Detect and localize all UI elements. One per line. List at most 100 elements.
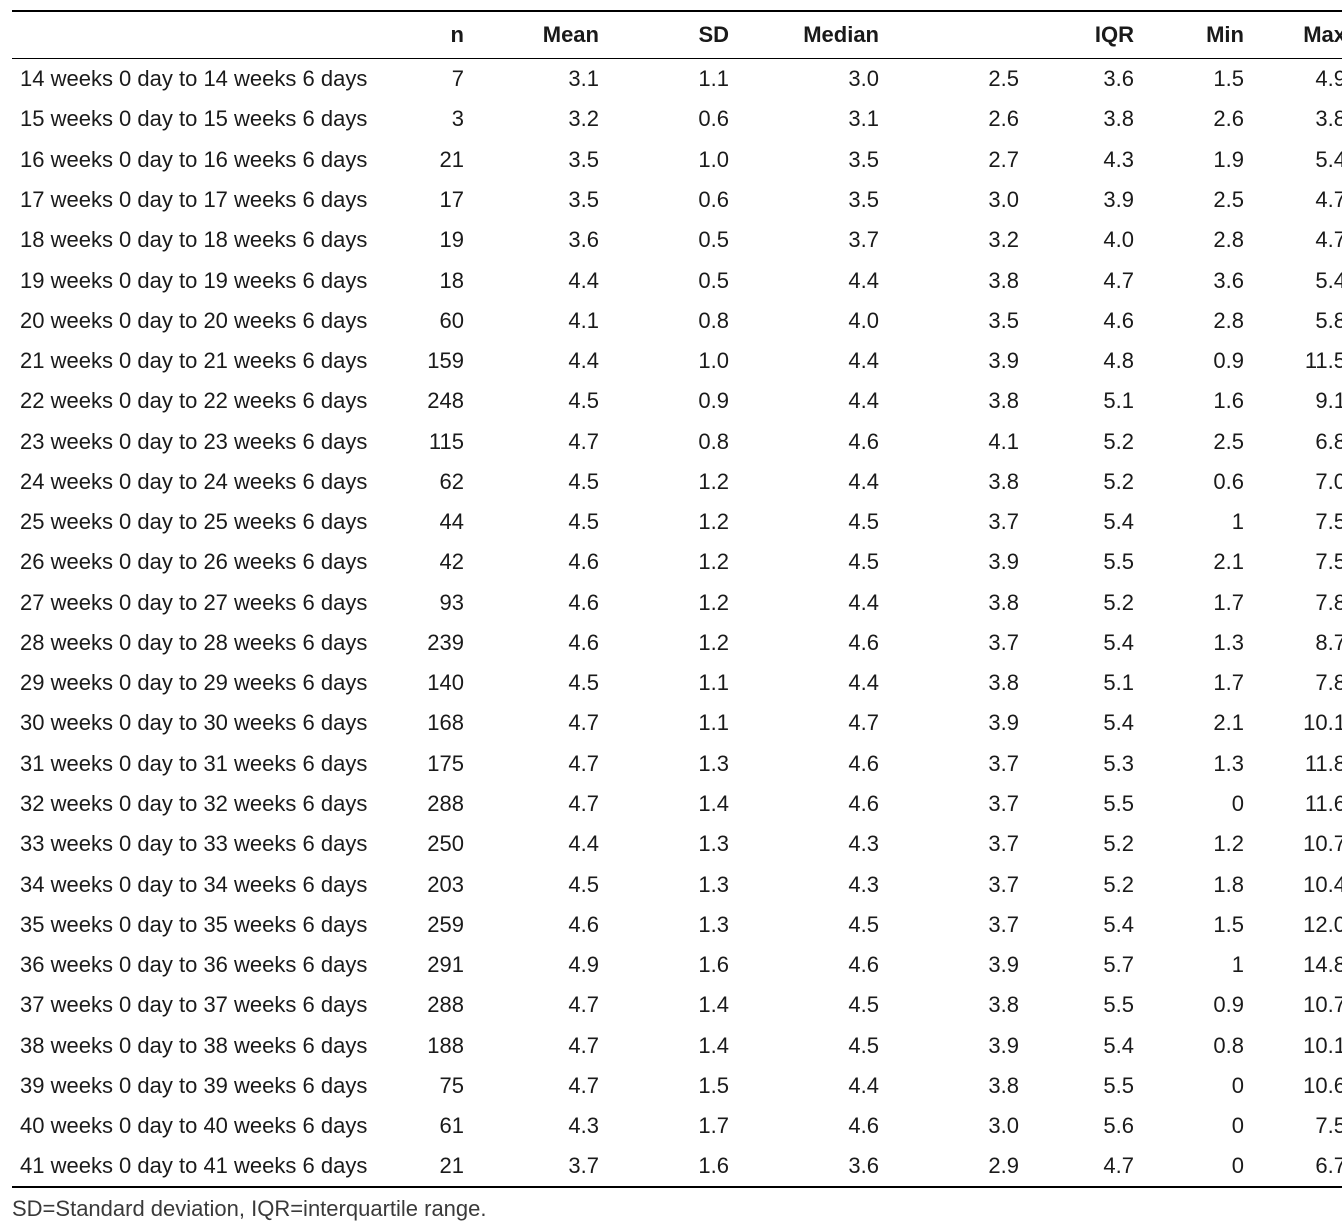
cell-max: 10.7 (1252, 824, 1342, 864)
table-row: 19 weeks 0 day to 19 weeks 6 days184.40.… (12, 260, 1342, 300)
cell-iqr_lo: 3.7 (887, 784, 1027, 824)
cell-sd: 0.5 (607, 220, 737, 260)
cell-iqr_lo: 4.1 (887, 421, 1027, 461)
cell-label: 14 weeks 0 day to 14 weeks 6 days (12, 59, 382, 100)
cell-n: 288 (382, 784, 472, 824)
cell-max: 5.4 (1252, 140, 1342, 180)
cell-max: 14.8 (1252, 945, 1342, 985)
cell-median: 4.0 (737, 301, 887, 341)
cell-iqr_hi: 3.9 (1027, 180, 1142, 220)
cell-iqr_lo: 3.5 (887, 301, 1027, 341)
cell-n: 42 (382, 542, 472, 582)
cell-mean: 4.6 (472, 582, 607, 622)
cell-n: 239 (382, 623, 472, 663)
cell-max: 10.1 (1252, 703, 1342, 743)
cell-iqr_hi: 5.2 (1027, 582, 1142, 622)
cell-sd: 1.6 (607, 945, 737, 985)
cell-median: 4.3 (737, 824, 887, 864)
table-row: 28 weeks 0 day to 28 weeks 6 days2394.61… (12, 623, 1342, 663)
table-row: 41 weeks 0 day to 41 weeks 6 days213.71.… (12, 1146, 1342, 1187)
cell-median: 4.3 (737, 864, 887, 904)
cell-label: 41 weeks 0 day to 41 weeks 6 days (12, 1146, 382, 1187)
cell-min: 1.5 (1142, 905, 1252, 945)
cell-min: 0 (1142, 1066, 1252, 1106)
cell-mean: 4.4 (472, 824, 607, 864)
cell-min: 2.1 (1142, 542, 1252, 582)
cell-sd: 1.3 (607, 864, 737, 904)
table-row: 40 weeks 0 day to 40 weeks 6 days614.31.… (12, 1106, 1342, 1146)
cell-max: 7.5 (1252, 502, 1342, 542)
cell-max: 11.6 (1252, 784, 1342, 824)
cell-mean: 4.7 (472, 1025, 607, 1065)
cell-iqr_hi: 5.4 (1027, 703, 1142, 743)
cell-max: 7.5 (1252, 542, 1342, 582)
cell-sd: 1.2 (607, 502, 737, 542)
table-row: 24 weeks 0 day to 24 weeks 6 days624.51.… (12, 462, 1342, 502)
cell-max: 7.8 (1252, 582, 1342, 622)
cell-median: 4.4 (737, 582, 887, 622)
cell-sd: 1.1 (607, 703, 737, 743)
cell-min: 1.7 (1142, 582, 1252, 622)
cell-iqr_hi: 4.6 (1027, 301, 1142, 341)
cell-max: 3.8 (1252, 99, 1342, 139)
cell-mean: 4.5 (472, 462, 607, 502)
cell-min: 2.5 (1142, 421, 1252, 461)
cell-median: 4.5 (737, 985, 887, 1025)
cell-min: 0 (1142, 1106, 1252, 1146)
cell-iqr_lo: 2.5 (887, 59, 1027, 100)
cell-mean: 4.6 (472, 623, 607, 663)
cell-sd: 1.3 (607, 905, 737, 945)
cell-mean: 4.7 (472, 703, 607, 743)
cell-mean: 4.7 (472, 1066, 607, 1106)
col-header-max: Max (1252, 11, 1342, 59)
cell-mean: 4.5 (472, 663, 607, 703)
cell-n: 60 (382, 301, 472, 341)
cell-n: 19 (382, 220, 472, 260)
cell-sd: 1.6 (607, 1146, 737, 1187)
cell-mean: 4.9 (472, 945, 607, 985)
cell-sd: 0.5 (607, 260, 737, 300)
cell-min: 1 (1142, 502, 1252, 542)
cell-iqr_hi: 5.5 (1027, 1066, 1142, 1106)
cell-median: 4.5 (737, 502, 887, 542)
cell-iqr_lo: 3.8 (887, 663, 1027, 703)
cell-iqr_hi: 5.2 (1027, 462, 1142, 502)
cell-min: 0 (1142, 1146, 1252, 1187)
cell-max: 10.6 (1252, 1066, 1342, 1106)
cell-min: 0.8 (1142, 1025, 1252, 1065)
table-row: 31 weeks 0 day to 31 weeks 6 days1754.71… (12, 744, 1342, 784)
cell-min: 1.7 (1142, 663, 1252, 703)
cell-mean: 4.5 (472, 864, 607, 904)
cell-label: 26 weeks 0 day to 26 weeks 6 days (12, 542, 382, 582)
cell-sd: 1.4 (607, 784, 737, 824)
cell-max: 5.8 (1252, 301, 1342, 341)
table-row: 36 weeks 0 day to 36 weeks 6 days2914.91… (12, 945, 1342, 985)
cell-label: 40 weeks 0 day to 40 weeks 6 days (12, 1106, 382, 1146)
cell-iqr_lo: 3.8 (887, 260, 1027, 300)
cell-iqr_hi: 5.6 (1027, 1106, 1142, 1146)
cell-median: 3.0 (737, 59, 887, 100)
table-row: 22 weeks 0 day to 22 weeks 6 days2484.50… (12, 381, 1342, 421)
cell-sd: 1.4 (607, 985, 737, 1025)
cell-sd: 0.8 (607, 301, 737, 341)
cell-sd: 1.7 (607, 1106, 737, 1146)
table-row: 14 weeks 0 day to 14 weeks 6 days73.11.1… (12, 59, 1342, 100)
cell-median: 4.7 (737, 703, 887, 743)
col-header-min: Min (1142, 11, 1252, 59)
stats-table: n Mean SD Median IQR Min Max 14 weeks 0 … (12, 10, 1342, 1188)
cell-max: 11.8 (1252, 744, 1342, 784)
cell-sd: 0.8 (607, 421, 737, 461)
cell-n: 288 (382, 985, 472, 1025)
cell-iqr_lo: 3.7 (887, 824, 1027, 864)
cell-n: 62 (382, 462, 472, 502)
table-row: 37 weeks 0 day to 37 weeks 6 days2884.71… (12, 985, 1342, 1025)
cell-sd: 1.5 (607, 1066, 737, 1106)
cell-n: 159 (382, 341, 472, 381)
cell-iqr_lo: 2.6 (887, 99, 1027, 139)
cell-n: 3 (382, 99, 472, 139)
cell-label: 32 weeks 0 day to 32 weeks 6 days (12, 784, 382, 824)
table-row: 16 weeks 0 day to 16 weeks 6 days213.51.… (12, 140, 1342, 180)
cell-sd: 1.2 (607, 582, 737, 622)
cell-median: 3.5 (737, 140, 887, 180)
table-row: 38 weeks 0 day to 38 weeks 6 days1884.71… (12, 1025, 1342, 1065)
